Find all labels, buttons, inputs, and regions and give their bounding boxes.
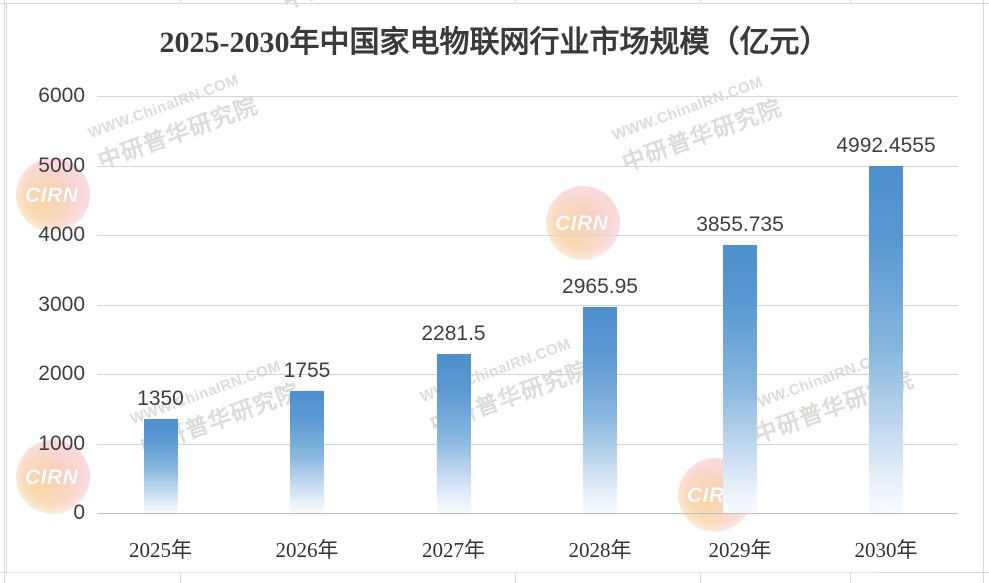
y-gridline	[97, 235, 958, 236]
x-axis-tick-label: 2025年	[129, 538, 192, 562]
bar[interactable]	[869, 166, 903, 513]
x-axis-tick-label: 2028年	[568, 538, 632, 562]
y-gridline	[97, 374, 958, 375]
y-gridline	[97, 304, 958, 306]
bar-value-label: 1350	[137, 387, 184, 411]
bar[interactable]	[583, 306, 617, 513]
y-axis-tick-label: 6000	[38, 84, 85, 107]
bar-value-label: 4992.4555	[836, 134, 936, 158]
y-gridline	[97, 96, 958, 97]
sheet-gridline-vertical	[983, 0, 984, 583]
y-axis-tick-label: 2000	[38, 362, 85, 385]
bar-value-label: 1755	[283, 359, 331, 383]
bar[interactable]	[723, 245, 757, 513]
plot-area: 0 1000 2000 3000 4000 5000 6000 1350 1755 2281.5 2…	[38, 84, 958, 524]
y-gridline	[97, 165, 958, 167]
y-gridline	[97, 443, 958, 445]
y-gridline	[97, 513, 958, 514]
bar-value-label: 3855.735	[696, 213, 784, 237]
x-axis-tick-label: 2029年	[708, 538, 772, 562]
bar[interactable]	[436, 354, 471, 513]
x-axis-tick-label: 2027年	[422, 538, 485, 562]
x-axis-tick-label: 2030年	[854, 538, 918, 562]
bar[interactable]	[143, 419, 178, 513]
y-axis-tick-label: 4000	[38, 223, 85, 246]
y-axis-tick-label: 5000	[38, 153, 85, 177]
y-axis-tick-label: 0	[73, 501, 85, 524]
chart-title: 2025-2030年中国家电物联网行业市场规模（亿元）	[159, 26, 830, 59]
y-axis-tick-label: 1000	[38, 431, 85, 455]
x-axis-tick-label: 2026年	[275, 538, 339, 562]
bar[interactable]	[290, 391, 324, 513]
bar-value-label: 2965.95	[562, 274, 638, 298]
bar-value-label: 2281.5	[421, 322, 486, 346]
y-axis-tick-label: 3000	[38, 292, 85, 316]
